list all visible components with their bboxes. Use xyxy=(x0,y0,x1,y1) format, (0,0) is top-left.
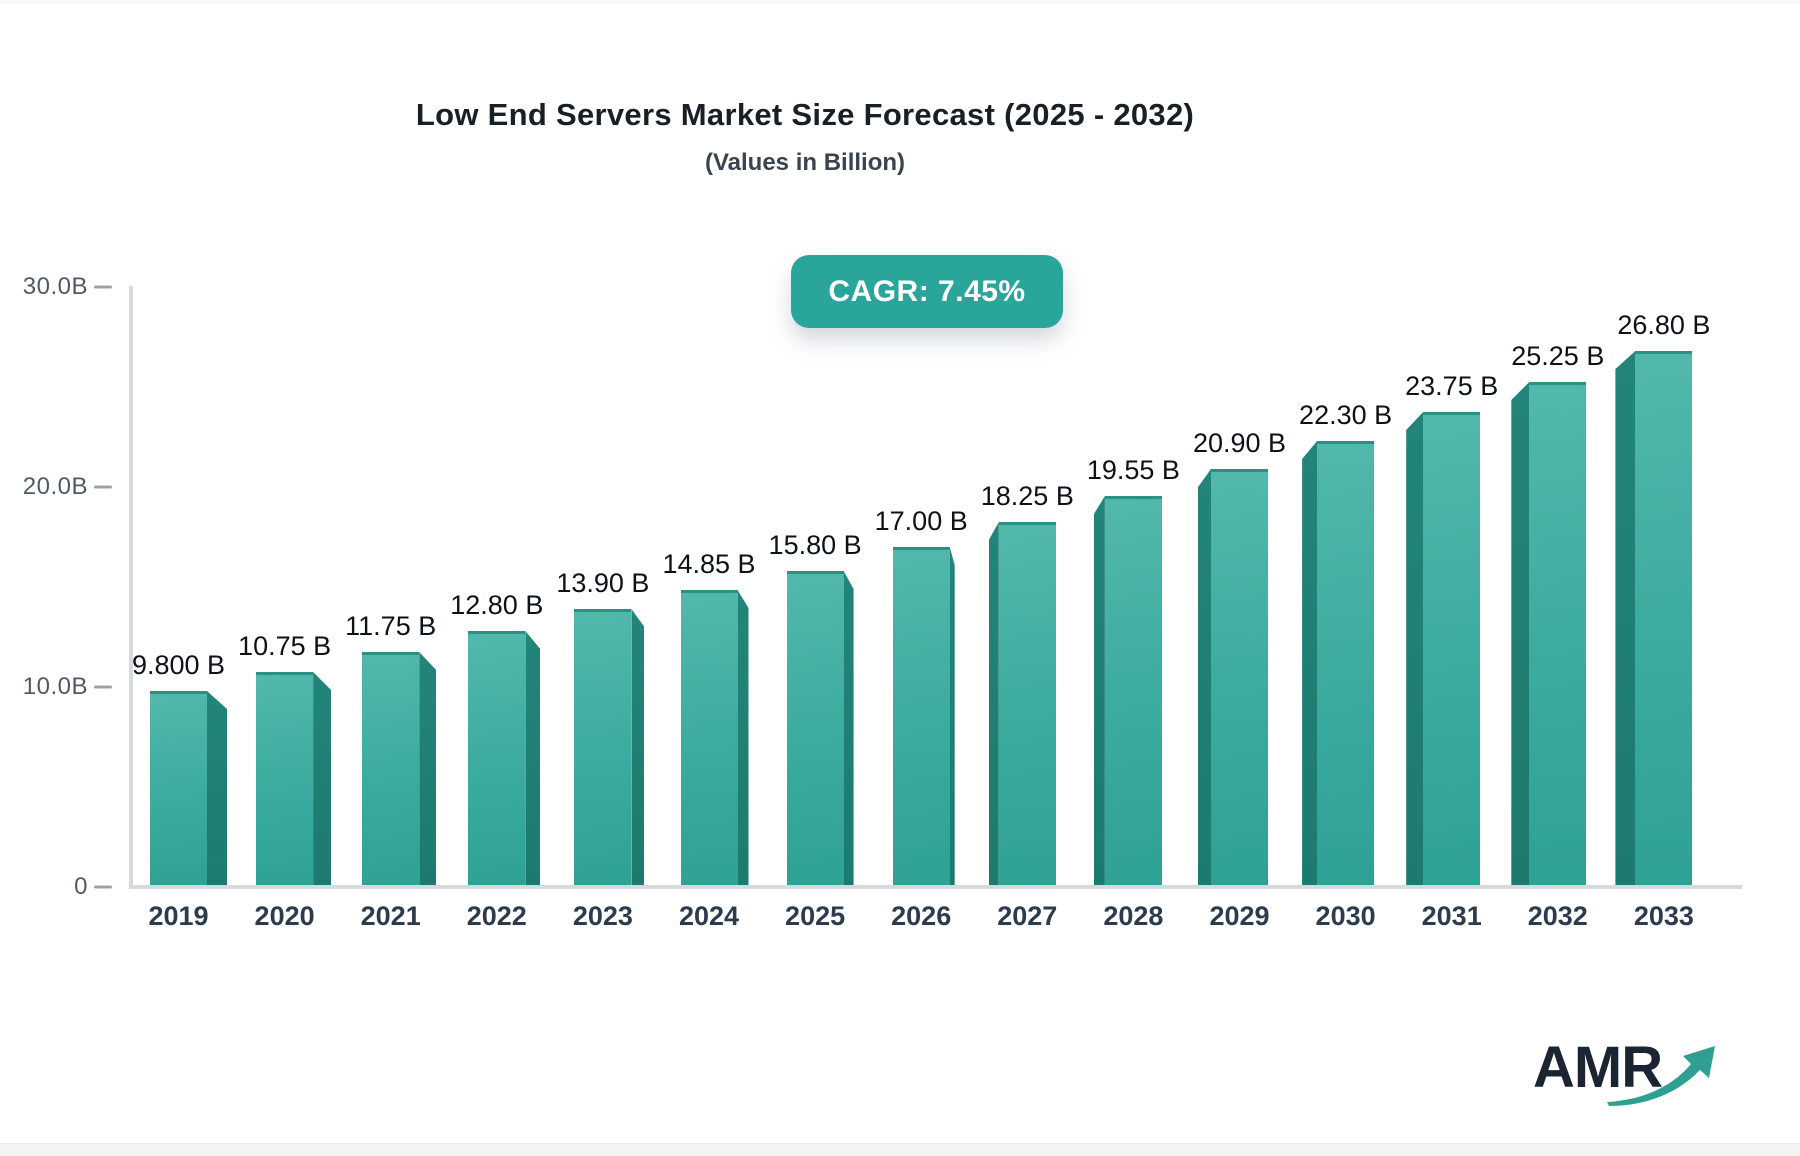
bar-side-face-2032 xyxy=(1511,382,1530,887)
y-tick-label: 30.0B xyxy=(22,273,88,300)
bar-2024 xyxy=(680,590,738,887)
bar-2019 xyxy=(150,691,207,887)
bar-side-face-2033 xyxy=(1615,351,1636,887)
bar-2023 xyxy=(574,609,632,887)
bar-value-label-2019: 9.800 B xyxy=(131,650,226,680)
x-axis-label-2019: 2019 xyxy=(148,901,209,931)
x-axis-label-2022: 2022 xyxy=(466,901,527,931)
bar-value-label-2020: 10.75 B xyxy=(238,631,332,661)
bar-2030 xyxy=(1317,441,1375,887)
bar-value-label-2026: 17.00 B xyxy=(874,506,968,536)
bar-side-face-2019 xyxy=(207,691,227,887)
top-edge-strip xyxy=(0,0,1800,4)
x-axis-label-2030: 2030 xyxy=(1315,901,1376,931)
x-axis-label-2032: 2032 xyxy=(1527,901,1588,931)
x-axis-label-2033: 2033 xyxy=(1633,901,1694,931)
y-tick-label: 0 xyxy=(74,873,88,900)
bar-value-label-2022: 12.80 B xyxy=(450,590,544,620)
x-axis-label-2031: 2031 xyxy=(1421,901,1482,931)
x-axis-label-2027: 2027 xyxy=(997,901,1058,931)
x-axis-label-2025: 2025 xyxy=(785,901,846,931)
bar-side-face-2021 xyxy=(419,652,437,887)
bar-2032 xyxy=(1529,382,1587,887)
bar-2020 xyxy=(256,672,314,887)
bar-side-face-2027 xyxy=(988,522,999,887)
x-axis-label-2020: 2020 xyxy=(254,901,315,931)
bar-2033 xyxy=(1635,351,1693,887)
bar-2028 xyxy=(1104,496,1162,887)
brand-logo: AMR xyxy=(1533,1036,1753,1116)
bar-value-label-2023: 13.90 B xyxy=(556,568,650,598)
bar-value-label-2029: 20.90 B xyxy=(1192,428,1287,458)
bar-value-label-2024: 14.85 B xyxy=(662,549,756,579)
bar-2031 xyxy=(1423,412,1481,887)
bar-side-face-2031 xyxy=(1406,412,1424,887)
y-tick-dash xyxy=(94,285,112,289)
bar-2029 xyxy=(1211,469,1268,887)
bar-side-face-2024 xyxy=(737,590,749,887)
bar-value-label-2027: 18.25 B xyxy=(980,481,1074,511)
bar-value-label-2030: 22.30 B xyxy=(1299,400,1393,430)
bar-2025 xyxy=(786,571,844,887)
bar-side-face-2025 xyxy=(843,571,854,887)
bar-2026 xyxy=(892,547,950,887)
x-axis-label-2021: 2021 xyxy=(360,901,421,931)
bar-side-face-2026 xyxy=(949,547,955,887)
brand-logo-text: AMR xyxy=(1533,1035,1663,1100)
y-tick-dash xyxy=(94,485,112,489)
bar-value-label-2033: 26.80 B xyxy=(1617,310,1711,340)
chart-title: Low End Servers Market Size Forecast (20… xyxy=(415,97,1195,132)
growth-arrow-icon xyxy=(1607,1046,1715,1106)
bar-side-face-2020 xyxy=(313,672,332,887)
x-axis-label-2026: 2026 xyxy=(891,901,952,931)
y-axis-line xyxy=(129,286,133,888)
cagr-badge: CAGR: 7.45% xyxy=(791,255,1063,328)
bar-value-label-2032: 25.25 B xyxy=(1511,341,1605,371)
x-axis-label-2024: 2024 xyxy=(678,901,740,931)
bar-value-label-2028: 19.55 B xyxy=(1086,455,1180,485)
bar-2022 xyxy=(468,631,526,887)
bar-side-face-2028 xyxy=(1093,496,1105,887)
x-axis-line xyxy=(129,885,1742,889)
bar-2021 xyxy=(362,652,420,887)
chart-subtitle: (Values in Billion) xyxy=(704,149,906,176)
bar-side-face-2030 xyxy=(1302,441,1318,887)
bar-2027 xyxy=(998,522,1056,887)
bottom-edge-strip xyxy=(0,1143,1800,1156)
bar-side-face-2029 xyxy=(1198,469,1211,887)
y-tick-dash xyxy=(94,685,112,689)
bar-value-label-2025: 15.80 B xyxy=(768,530,862,560)
y-tick-label: 10.0B xyxy=(22,673,88,700)
x-axis-label-2028: 2028 xyxy=(1103,901,1164,931)
bar-value-label-2031: 23.75 B xyxy=(1405,371,1499,401)
x-axis-label-2029: 2029 xyxy=(1209,901,1270,931)
bar-value-label-2021: 11.75 B xyxy=(345,611,437,641)
bar-side-face-2023 xyxy=(631,609,645,887)
x-axis-label-2023: 2023 xyxy=(572,901,633,931)
bar-side-face-2022 xyxy=(525,631,541,887)
y-tick-dash xyxy=(94,885,112,889)
y-tick-label: 20.0B xyxy=(22,473,88,500)
